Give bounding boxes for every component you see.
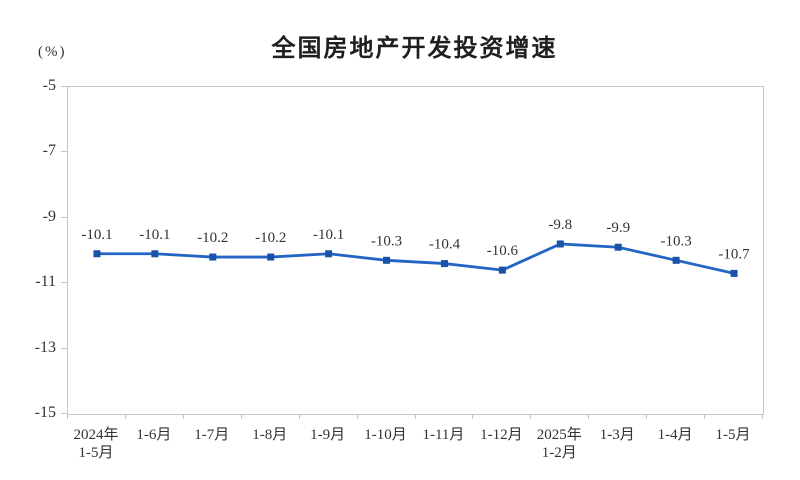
x-axis-label: 1-5月	[697, 426, 769, 444]
x-axis-label-line: 1-9月	[310, 427, 346, 443]
data-point-marker	[498, 266, 506, 274]
x-axis-label: 1-12月	[465, 426, 537, 444]
y-axis-tick-mark	[61, 151, 67, 153]
data-label: -10.2	[255, 230, 286, 246]
data-label: -10.1	[139, 227, 170, 243]
plot-area: -10.1 -10.1 -10.2 -10.2 -10.1 -10.3 -10.4 -10.6…	[67, 86, 764, 415]
x-axis-label-line: 1-12月	[480, 427, 523, 443]
x-axis-label-line: 1-7月	[194, 427, 230, 443]
data-label: -10.4	[429, 237, 461, 253]
x-axis-tick-mark	[704, 414, 706, 419]
y-axis-tick-label: -7	[42, 142, 56, 160]
chart-title: 全国房地产开发投资增速	[271, 35, 558, 62]
x-axis-label-line: 1-5月	[715, 427, 751, 443]
x-axis-label-line: 1-2月	[541, 445, 577, 461]
data-point-marker	[267, 253, 275, 261]
y-axis-tick-mark	[61, 347, 67, 349]
x-axis-label-line: 1-10月	[364, 427, 407, 443]
x-axis-label: 1-8月	[234, 426, 306, 444]
x-axis-label: 1-9月	[292, 426, 364, 444]
x-axis-tick-mark	[472, 414, 474, 419]
data-label: -9.8	[548, 217, 572, 233]
x-axis-label: 1-11月	[407, 426, 479, 444]
y-axis-tick-label: -13	[34, 338, 56, 356]
y-axis-tick-mark	[61, 413, 67, 414]
data-point-marker	[440, 260, 448, 268]
x-axis-label: 2024年 1-5月	[60, 426, 132, 462]
x-axis-label: 1-4月	[639, 426, 711, 444]
series-line	[96, 242, 735, 275]
x-axis-label-line: 1-3月	[599, 427, 635, 443]
y-axis-unit-label: (%)	[38, 44, 67, 60]
x-axis-tick-mark	[762, 414, 763, 419]
x-axis-label-line: 1-6月	[136, 427, 172, 443]
x-axis-label-line: 2024年	[73, 427, 119, 443]
x-axis-tick-mark	[588, 414, 590, 419]
y-axis-tick-mark	[61, 216, 67, 218]
data-label: -10.1	[81, 227, 112, 243]
line-series-svg: -10.1 -10.1 -10.2 -10.2 -10.1 -10.3 -10.4 -10.6…	[81, 217, 750, 277]
y-axis-tick-mark	[61, 86, 67, 87]
data-point-marker	[325, 250, 333, 258]
x-axis-tick-mark	[240, 414, 242, 419]
x-axis-tick-mark	[646, 414, 648, 419]
data-point-marker	[209, 253, 217, 261]
x-axis-tick-mark	[124, 414, 126, 419]
data-label: -10.3	[661, 233, 692, 249]
data-point-marker	[672, 256, 680, 264]
data-label: -10.3	[371, 233, 402, 249]
x-axis-label-line: 1-4月	[657, 427, 693, 443]
data-label: -10.2	[197, 230, 228, 246]
data-point-marker	[383, 256, 391, 264]
data-label: -10.1	[313, 227, 344, 243]
data-point-marker	[93, 250, 101, 258]
x-axis-tick-mark	[67, 414, 68, 419]
x-axis-tick-mark	[298, 414, 300, 419]
y-axis-tick-label: -15	[34, 404, 56, 421]
y-axis-tick-mark	[61, 282, 67, 284]
x-axis-label: 1-6月	[118, 426, 190, 444]
data-point-marker	[556, 240, 564, 248]
x-axis-label: 2025年 1-2月	[523, 426, 595, 462]
y-axis-tick-label: -5	[42, 77, 56, 94]
x-axis-tick-mark	[182, 414, 184, 419]
x-axis-label-line: 2025年	[536, 427, 582, 443]
x-axis-label: 1-7月	[176, 426, 248, 444]
x-axis-label-line: 1-5月	[78, 445, 114, 461]
data-label: -10.7	[718, 246, 750, 262]
x-axis-tick-mark	[414, 414, 416, 419]
y-axis-tick-label: -11	[35, 273, 56, 291]
data-point-marker	[730, 269, 738, 277]
x-axis-label: 1-3月	[581, 426, 653, 444]
data-label: -10.6	[487, 243, 519, 259]
data-point-marker	[614, 243, 622, 251]
data-label: -9.9	[606, 220, 630, 236]
x-axis-label-line: 1-11月	[422, 427, 465, 443]
x-axis-label-line: 1-8月	[252, 427, 288, 443]
y-axis-tick-label: -9	[42, 207, 56, 225]
x-axis-tick-mark	[530, 414, 532, 419]
data-point-marker	[151, 250, 159, 258]
x-axis-label: 1-10月	[350, 426, 422, 444]
x-axis-tick-mark	[356, 414, 358, 419]
